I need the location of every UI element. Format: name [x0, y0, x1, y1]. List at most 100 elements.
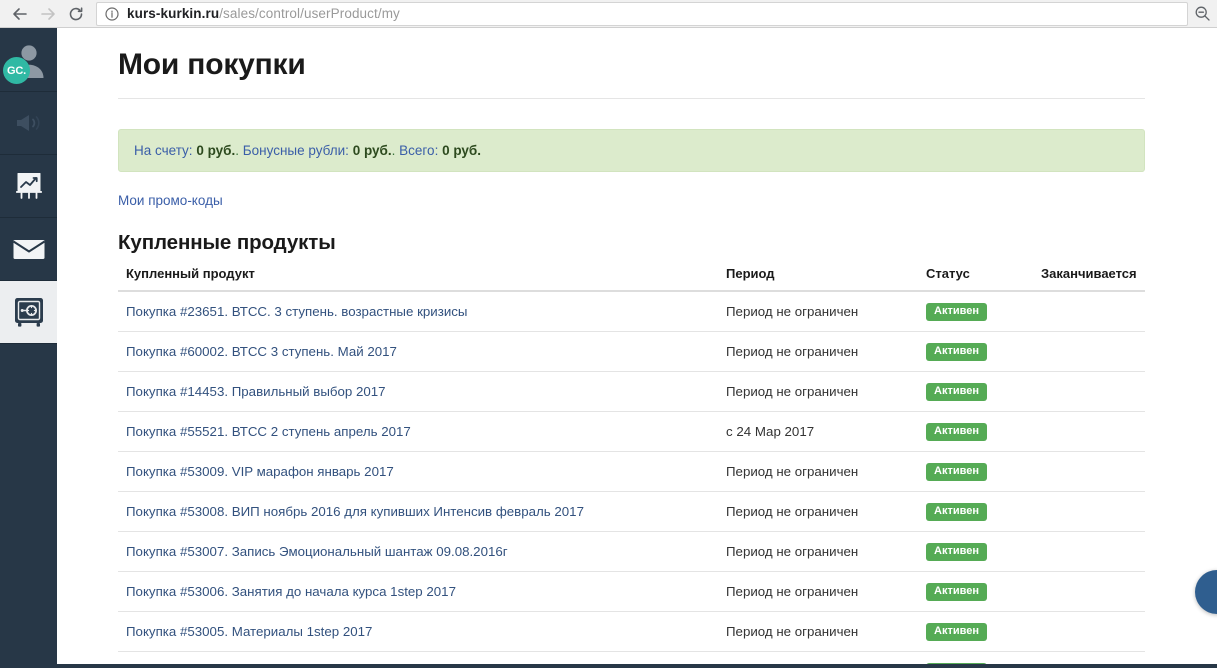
total-value: 0 руб.	[442, 143, 482, 158]
cell-product: Покупка #53008. ВИП ноябрь 2016 для купи…	[118, 491, 718, 532]
page-viewport: GC.	[0, 28, 1217, 668]
url-text: kurs-kurkin.ru/sales/control/userProduct…	[127, 6, 400, 21]
cell-status: Активен	[918, 291, 1033, 332]
cell-expires	[1033, 331, 1145, 372]
table-header: Купленный продукт Период Статус Заканчив…	[118, 266, 1145, 292]
cell-product: Покупка #53006. Занятия до начала курса …	[118, 571, 718, 612]
purchased-products-table: Купленный продукт Период Статус Заканчив…	[118, 266, 1145, 668]
sidebar-item-statistics[interactable]	[0, 155, 57, 218]
safe-vault-icon	[12, 296, 46, 328]
product-link[interactable]: Покупка #60002. ВТСС 3 ступень. Май 2017	[126, 344, 397, 359]
floating-chat-button[interactable]	[1195, 570, 1217, 614]
cell-status: Активен	[918, 371, 1033, 412]
column-header-expires: Заканчивается	[1033, 266, 1145, 292]
cell-period: Период не ограничен	[718, 611, 918, 652]
cell-product: Покупка #53009. VIP марафон январь 2017	[118, 451, 718, 492]
table-row: Покупка #53007. Запись Эмоциональный шан…	[118, 531, 1145, 572]
sidebar-item-messages[interactable]	[0, 218, 57, 281]
product-link[interactable]: Покупка #53008. ВИП ноябрь 2016 для купи…	[126, 504, 584, 519]
sidebar-empty-space	[0, 344, 57, 604]
cell-product: Покупка #60002. ВТСС 3 ступень. Май 2017	[118, 331, 718, 372]
cell-status: Активен	[918, 451, 1033, 492]
product-link[interactable]: Покупка #55521. ВТСС 2 ступень апрель 20…	[126, 424, 411, 439]
cell-status: Активен	[918, 411, 1033, 452]
cell-expires	[1033, 571, 1145, 612]
cell-expires	[1033, 611, 1145, 652]
column-header-status: Статус	[918, 266, 1033, 292]
cell-product: Покупка #53005. Материалы 1step 2017	[118, 611, 718, 652]
product-link[interactable]: Покупка #14453. Правильный выбор 2017	[126, 384, 386, 399]
cell-expires	[1033, 491, 1145, 532]
back-button[interactable]	[6, 2, 34, 26]
url-host: kurs-kurkin.ru	[127, 6, 220, 21]
zoom-out-icon[interactable]	[1194, 5, 1211, 22]
status-badge: Активен	[926, 623, 987, 641]
cell-period: с 24 Мар 2017	[718, 411, 918, 452]
balance-value: 0 руб.	[196, 143, 236, 158]
status-badge: Активен	[926, 503, 987, 521]
product-link[interactable]: Покупка #53009. VIP марафон январь 2017	[126, 464, 394, 479]
section-title-purchased-products: Купленные продукты	[118, 231, 336, 254]
column-header-product: Купленный продукт	[118, 266, 718, 292]
flipchart-growth-icon	[13, 170, 45, 202]
cell-period: Период не ограничен	[718, 491, 918, 532]
status-badge: Активен	[926, 583, 987, 601]
cell-status: Активен	[918, 531, 1033, 572]
status-badge: Активен	[926, 463, 987, 481]
left-sidebar: GC.	[0, 28, 57, 668]
avatar-initials-badge: GC.	[3, 57, 30, 84]
cell-period: Период не ограничен	[718, 331, 918, 372]
cell-period: Период не ограничен	[726, 304, 859, 319]
total-label: Всего:	[399, 143, 439, 158]
cell-period: Период не ограничен	[718, 371, 918, 412]
cell-status: Активен	[918, 331, 1033, 372]
cell-status: Активен	[918, 611, 1033, 652]
reload-button[interactable]	[62, 2, 90, 26]
sidebar-item-announcements[interactable]	[0, 92, 57, 155]
table-row: Покупка #14453. Правильный выбор 2017 Пер…	[118, 371, 1145, 412]
cell-expires	[1033, 651, 1145, 668]
table-body: Покупка #23651. ВТСС. 3 ступень. возраст…	[118, 291, 1145, 668]
bottom-edge-strip	[0, 664, 1217, 668]
status-badge: Активен	[926, 303, 987, 321]
status-badge: Активен	[926, 383, 987, 401]
title-divider	[118, 98, 1145, 99]
info-circle-icon[interactable]	[105, 6, 119, 21]
cell-expires	[1033, 531, 1145, 572]
cell-product: Покупка #14453. Правильный выбор 2017	[118, 371, 718, 412]
product-link[interactable]: Покупка #53007. Запись Эмоциональный шан…	[126, 544, 508, 559]
bonus-value: 0 руб.	[352, 143, 392, 158]
cell-product: Покупка #53007. Запись Эмоциональный шан…	[118, 531, 718, 572]
status-badge: Активен	[926, 343, 987, 361]
table-row: Покупка #55521. ВТСС 2 ступень апрель 20…	[118, 411, 1145, 452]
status-badge: Активен	[926, 423, 987, 441]
product-link[interactable]: Покупка #53006. Занятия до начала курса …	[126, 584, 456, 599]
table-header-row: Купленный продукт Период Статус Заканчив…	[118, 266, 1145, 292]
table-row: Покупка #60002. ВТСС 3 ступень. Май 2017…	[118, 331, 1145, 372]
table-row: Покупка #53009. VIP марафон январь 2017 П…	[118, 451, 1145, 492]
cell-expires	[1033, 451, 1145, 492]
cell-period: Период не ограничен	[718, 451, 918, 492]
balance-label: На счету:	[134, 143, 193, 158]
main-content: Мои покупки На счету: 0 руб.. Бонусные р…	[57, 28, 1217, 668]
envelope-icon	[12, 237, 46, 261]
product-link[interactable]: Покупка #53005. Материалы 1step 2017	[126, 624, 373, 639]
cell-expires	[1033, 291, 1145, 332]
forward-button[interactable]	[34, 2, 62, 26]
cell-period: Период не ограничен	[718, 571, 918, 612]
sidebar-item-avatar[interactable]: GC.	[0, 28, 57, 92]
address-bar[interactable]: kurs-kurkin.ru/sales/control/userProduct…	[96, 1, 1188, 26]
table-row: Покупка #23651. ВТСС. 3 ступень. возраст…	[118, 291, 1145, 332]
bonus-label: Бонусные рубли:	[242, 143, 349, 158]
sidebar-item-purchases[interactable]	[0, 281, 57, 344]
column-header-period: Период	[718, 266, 918, 292]
table-row: Покупка #53006. Занятия до начала курса …	[118, 571, 1145, 612]
alert-sep-2: .	[391, 143, 396, 158]
url-path: /sales/control/userProduct/my	[219, 6, 400, 21]
product-link[interactable]: Покупка #23651. ВТСС. 3 ступень. возраст…	[126, 304, 468, 319]
my-promo-codes-link[interactable]: Мои промо-коды	[118, 193, 223, 208]
megaphone-icon	[14, 112, 44, 134]
cell-product: Покупка #23651. ВТСС. 3 ступень. возраст…	[118, 291, 718, 332]
cell-expires	[1033, 411, 1145, 452]
balance-alert: На счету: 0 руб.. Бонусные рубли: 0 руб.…	[118, 129, 1145, 172]
